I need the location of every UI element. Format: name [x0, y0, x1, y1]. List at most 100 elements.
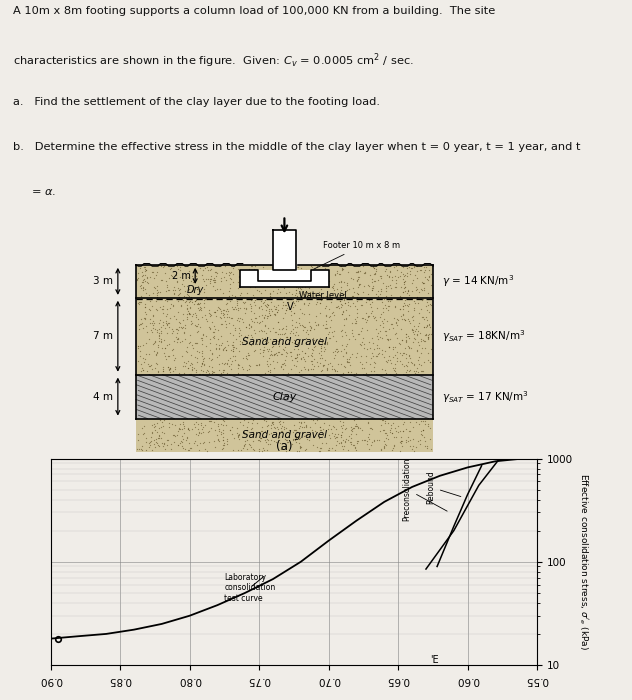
- Point: [336, 436, 346, 447]
- Point: [295, 440, 305, 452]
- Point: [208, 275, 218, 286]
- Point: [332, 302, 343, 313]
- Point: [327, 360, 337, 372]
- Point: [141, 337, 151, 349]
- Point: [147, 327, 157, 338]
- Point: [234, 433, 244, 444]
- Point: [336, 281, 346, 293]
- Point: [329, 353, 339, 364]
- Point: [209, 330, 219, 342]
- Point: [374, 435, 384, 446]
- Point: [167, 325, 178, 336]
- Point: [183, 271, 193, 282]
- Point: [188, 309, 198, 320]
- Point: [227, 355, 237, 366]
- Point: [233, 360, 243, 371]
- Point: [379, 351, 389, 363]
- Point: [221, 345, 231, 356]
- Point: [395, 347, 405, 358]
- Point: [343, 266, 353, 277]
- Point: [134, 323, 144, 334]
- Point: [213, 433, 223, 444]
- Point: [242, 421, 252, 433]
- Point: [169, 429, 179, 440]
- Point: [354, 278, 364, 289]
- Point: [298, 293, 308, 304]
- Point: [173, 282, 183, 293]
- Point: [265, 279, 275, 290]
- Point: [185, 337, 195, 348]
- Point: [264, 429, 274, 440]
- Point: [380, 264, 391, 275]
- Point: [210, 276, 220, 288]
- Point: [175, 288, 185, 299]
- Point: [289, 433, 300, 444]
- Point: [158, 261, 168, 272]
- Point: [141, 444, 151, 456]
- Point: [350, 313, 360, 324]
- Point: [291, 281, 301, 293]
- Point: [274, 435, 284, 446]
- Point: [369, 356, 379, 368]
- Point: [302, 433, 312, 444]
- Point: [324, 275, 334, 286]
- Point: [137, 444, 147, 456]
- Point: [241, 321, 252, 332]
- Point: [421, 301, 431, 312]
- Point: [351, 274, 362, 286]
- Point: [398, 261, 408, 272]
- Point: [332, 268, 342, 279]
- Point: [210, 267, 221, 278]
- Point: [133, 341, 143, 352]
- Point: [143, 437, 154, 448]
- Point: [394, 270, 404, 281]
- Point: [183, 284, 193, 295]
- Point: [191, 346, 202, 357]
- Point: [161, 285, 171, 296]
- Point: [391, 318, 401, 329]
- Point: [327, 282, 337, 293]
- Point: [178, 427, 188, 438]
- Point: [386, 422, 396, 433]
- Point: [206, 309, 216, 321]
- Point: [217, 318, 228, 330]
- Point: [387, 322, 398, 333]
- Point: [357, 322, 367, 333]
- Point: [341, 347, 351, 358]
- Point: [327, 288, 337, 299]
- Point: [289, 298, 299, 309]
- Point: [212, 267, 222, 279]
- Point: [313, 360, 323, 372]
- Point: [166, 363, 176, 374]
- Point: [220, 260, 230, 272]
- Point: [329, 279, 339, 290]
- Point: [375, 320, 386, 331]
- Point: [332, 343, 342, 354]
- Point: [231, 315, 241, 326]
- Point: [213, 421, 223, 432]
- Point: [198, 273, 208, 284]
- Point: [133, 267, 143, 279]
- Point: [264, 352, 274, 363]
- Point: [290, 299, 300, 310]
- Point: [185, 442, 195, 454]
- Point: [201, 280, 211, 291]
- Point: [214, 435, 224, 447]
- Point: [267, 261, 277, 272]
- Point: [233, 312, 243, 323]
- Point: [303, 328, 313, 339]
- Point: [210, 270, 221, 281]
- Point: [185, 424, 195, 435]
- Point: [273, 274, 283, 286]
- Point: [372, 351, 382, 362]
- Point: [140, 265, 150, 276]
- Point: [221, 305, 231, 316]
- Point: [264, 322, 274, 333]
- Point: [282, 332, 292, 343]
- Point: [281, 324, 291, 335]
- Point: [344, 333, 355, 344]
- Point: [295, 283, 305, 294]
- Point: [401, 336, 411, 347]
- Point: [347, 328, 357, 339]
- Point: [265, 348, 276, 359]
